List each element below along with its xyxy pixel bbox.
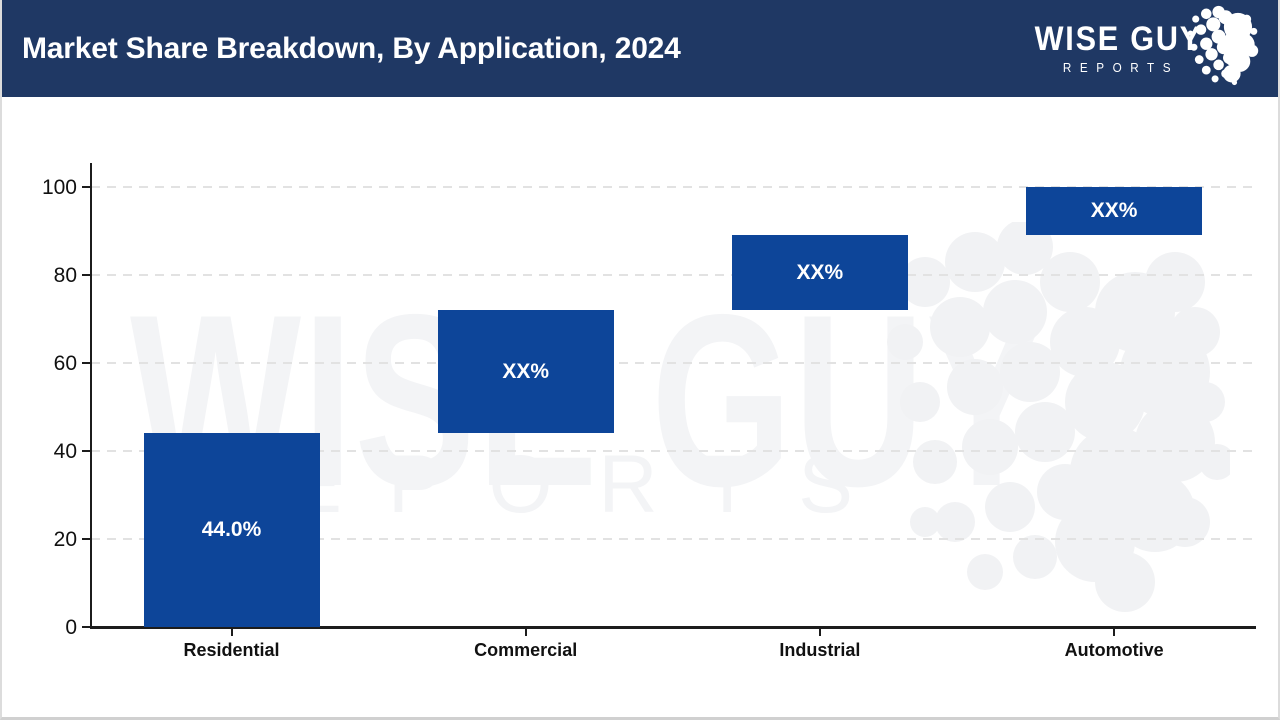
bar-value-label: XX% xyxy=(796,260,844,284)
y-axis xyxy=(89,163,92,629)
logo-text: WISE GUY REPORTS xyxy=(1035,22,1202,75)
logo-subtitle: REPORTS xyxy=(1062,60,1180,75)
grid-line xyxy=(91,450,1255,452)
category-label: Residential xyxy=(183,640,280,660)
header-banner: Market Share Breakdown, By Application, … xyxy=(2,0,1278,97)
grid-line xyxy=(91,186,1255,188)
y-tick-label: 20 xyxy=(53,528,77,551)
grid-line xyxy=(91,274,1255,276)
y-tick-mark xyxy=(82,538,90,540)
grid-line xyxy=(91,538,1255,540)
y-tick-label: 0 xyxy=(65,616,77,639)
y-tick-mark xyxy=(82,186,90,188)
x-tick-mark xyxy=(1113,628,1116,636)
bar-value-label: XX% xyxy=(502,359,550,383)
category-label: Industrial xyxy=(779,640,861,660)
y-tick-label: 100 xyxy=(41,176,77,199)
grid-line xyxy=(91,362,1255,364)
y-tick-mark xyxy=(82,274,90,276)
bar-automotive: XX% xyxy=(1026,187,1203,236)
x-tick-mark xyxy=(524,628,527,636)
bar-value-label: XX% xyxy=(1090,199,1138,223)
y-tick-label: 80 xyxy=(53,264,77,287)
category-label: Commercial xyxy=(474,640,578,660)
bar-value-label: 44.0% xyxy=(201,518,262,542)
x-tick-mark xyxy=(230,628,233,636)
y-tick-label: 60 xyxy=(53,352,77,375)
wise-guy-reports-logo: WISE GUY REPORTS xyxy=(1016,5,1278,93)
logo-face-icon xyxy=(1187,5,1259,85)
x-tick-mark xyxy=(818,628,821,636)
y-tick-mark xyxy=(82,450,90,452)
y-tick-label: 40 xyxy=(53,440,77,463)
bar-residential: 44.0% xyxy=(143,433,320,627)
y-tick-mark xyxy=(82,362,90,364)
logo-wordmark: WISE GUY xyxy=(1034,20,1202,58)
chart-title: Market Share Breakdown, By Application, … xyxy=(22,31,681,65)
x-axis xyxy=(89,626,1256,629)
bar-commercial: XX% xyxy=(437,310,614,434)
y-tick-mark xyxy=(82,626,90,628)
category-label: Automotive xyxy=(1064,640,1164,660)
bar-industrial: XX% xyxy=(731,235,908,311)
